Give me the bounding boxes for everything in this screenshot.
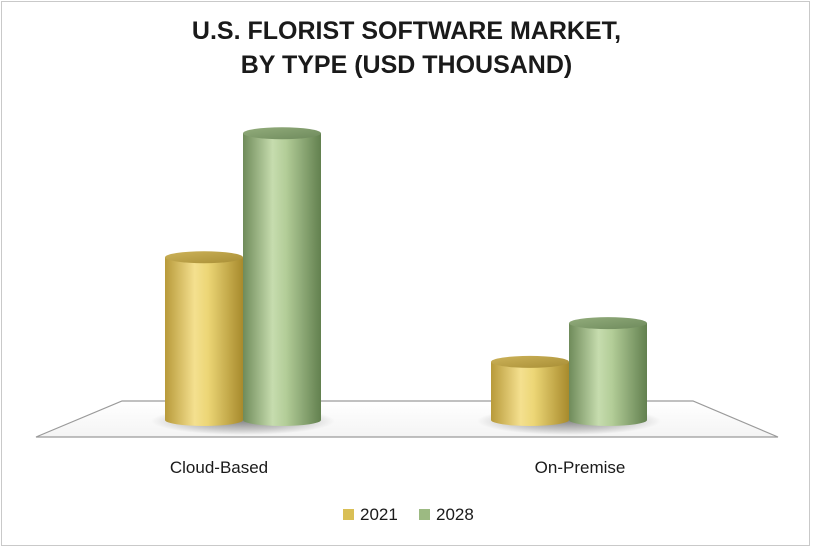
legend: 2021 2028: [343, 505, 474, 524]
chart-title: U.S. FLORIST SOFTWARE MARKET, BY TYPE (U…: [0, 14, 813, 82]
legend-label-2028: 2028: [436, 505, 474, 524]
bar-cloud-based-2028: [243, 127, 321, 426]
bar-body: [165, 257, 243, 426]
category-label-cloud-based: Cloud-Based: [170, 458, 268, 477]
bar-body: [491, 361, 569, 426]
legend-swatch-2028: [419, 509, 430, 520]
legend-label-2021: 2021: [360, 505, 398, 524]
bar-top: [569, 317, 647, 330]
category-label-on-premise: On-Premise: [535, 458, 626, 477]
bar-on-premise-2028: [569, 317, 647, 426]
bar-on-premise-2021: [491, 355, 569, 426]
bar-cloud-based-2021: [165, 251, 243, 426]
bar-body: [243, 133, 321, 426]
legend-swatch-2021: [343, 509, 354, 520]
bar-body: [569, 323, 647, 426]
chart-title-line-1: U.S. FLORIST SOFTWARE MARKET,: [191, 17, 622, 45]
bar-top: [165, 251, 243, 264]
bar-top: [491, 355, 569, 368]
chart-floor: [35, 400, 779, 438]
bar-top: [243, 127, 321, 140]
chart-title-line-2: BY TYPE (USD THOUSAND): [240, 51, 573, 79]
bars: [165, 127, 647, 426]
